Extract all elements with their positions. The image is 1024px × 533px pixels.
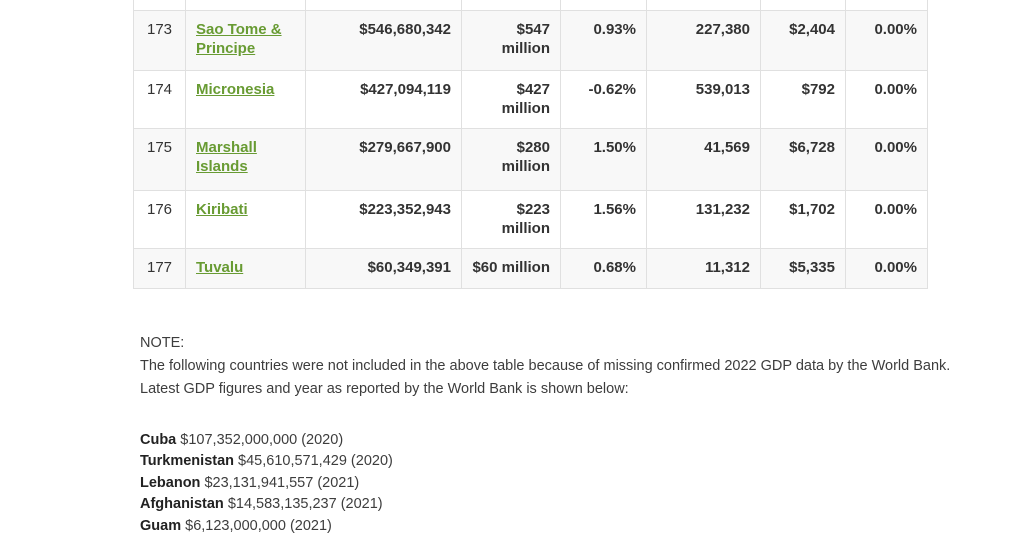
share-cell: 0.00% [845, 69, 928, 129]
gdp-abbrev-cell: $427 million [461, 69, 561, 129]
country-cell: Marshall Islands [185, 127, 306, 191]
missing-country-name: Guam [140, 517, 182, 533]
table-row: 177 Tuvalu $60,349,391 $60 million 0.68%… [133, 247, 928, 289]
table-row: 174 Micronesia $427,094,119 $427 million… [133, 69, 928, 129]
gdp-growth-cell: 0.93% [560, 9, 647, 71]
table-row-partial [133, 0, 928, 11]
list-item: Turkmenistan $45,610,571,429 (2020) [140, 451, 985, 472]
note-heading: NOTE: [140, 335, 185, 351]
gdp-per-capita-cell: $792 [760, 69, 846, 129]
gdp-abbrev-cell: $280 million [461, 127, 561, 191]
table-row: 176 Kiribati $223,352,943 $223 million 1… [133, 189, 928, 249]
population-cell: 41,569 [646, 127, 761, 191]
gdp-growth-cell: 1.56% [560, 189, 647, 249]
country-link[interactable]: Sao Tome & Principe [196, 20, 282, 57]
rank-cell: 177 [133, 247, 186, 289]
missing-countries-list: Cuba $107,352,000,000 (2020) Turkmenista… [140, 430, 985, 533]
gdp-growth-cell: 0.68% [560, 247, 647, 289]
missing-country-value: $14,583,135,237 (2021) [227, 496, 383, 513]
gdp-nominal-cell: $223,352,943 [305, 189, 462, 249]
missing-country-value: $107,352,000,000 (2020) [180, 432, 344, 448]
gdp-abbrev-cell: $60 million [461, 247, 561, 289]
gdp-abbrev-cell: $223 million [461, 189, 561, 249]
missing-country-name: Turkmenistan [140, 453, 235, 470]
missing-country-name: Afghanistan [140, 496, 224, 513]
table-row: 173 Sao Tome & Principe $546,680,342 $54… [133, 9, 928, 71]
rank-cell: 175 [133, 127, 186, 191]
note-text-line-2: Latest GDP figures and year as reported … [140, 381, 629, 397]
gdp-per-capita-cell: $5,335 [760, 247, 846, 289]
population-cell: 11,312 [646, 247, 761, 289]
gdp-per-capita-cell: $6,728 [760, 127, 846, 191]
gdp-growth-cell: 1.50% [560, 127, 647, 191]
gdp-per-capita-cell: $1,702 [760, 189, 846, 249]
missing-country-value: $45,610,571,429 (2020) [238, 453, 393, 470]
country-cell: Kiribati [185, 189, 306, 249]
list-item: Afghanistan $14,583,135,237 (2021) [140, 494, 985, 515]
gdp-nominal-cell: $546,680,342 [305, 9, 462, 71]
note-section: NOTE: The following countries were not i… [140, 332, 985, 533]
country-cell: Tuvalu [185, 247, 306, 289]
missing-country-name: Cuba [140, 432, 177, 448]
share-cell: 0.00% [845, 189, 928, 249]
country-link[interactable]: Marshall Islands [196, 138, 257, 175]
list-item: Guam $6,123,000,000 (2021) [140, 516, 985, 533]
missing-country-name: Lebanon [140, 474, 201, 491]
country-cell: Sao Tome & Principe [185, 9, 306, 71]
list-item: Cuba $107,352,000,000 (2020) [140, 430, 985, 451]
table-row: 175 Marshall Islands $279,667,900 $280 m… [133, 127, 928, 191]
country-link[interactable]: Kiribati [196, 200, 248, 218]
missing-country-value: $6,123,000,000 (2021) [185, 517, 332, 533]
country-cell: Micronesia [185, 69, 306, 129]
gdp-nominal-cell: $279,667,900 [305, 127, 462, 191]
note-text-line-1: The following countries were not include… [140, 358, 951, 374]
gdp-abbrev-cell: $547 million [461, 9, 561, 71]
population-cell: 539,013 [646, 69, 761, 129]
population-cell: 227,380 [646, 9, 761, 71]
gdp-growth-cell: -0.62% [560, 69, 647, 129]
share-cell: 0.00% [845, 9, 928, 71]
gdp-nominal-cell: $427,094,119 [305, 69, 462, 129]
share-cell: 0.00% [845, 247, 928, 289]
rank-cell: 173 [133, 9, 186, 71]
gdp-per-capita-cell: $2,404 [760, 9, 846, 71]
gdp-nominal-cell: $60,349,391 [305, 247, 462, 289]
country-link[interactable]: Micronesia [196, 80, 275, 98]
gdp-by-country-table: 173 Sao Tome & Principe $546,680,342 $54… [133, 0, 928, 289]
rank-cell: 176 [133, 189, 186, 249]
country-link[interactable]: Tuvalu [196, 258, 244, 276]
missing-country-value: $23,131,941,557 (2021) [204, 474, 360, 491]
share-cell: 0.00% [845, 127, 928, 191]
population-cell: 131,232 [646, 189, 761, 249]
list-item: Lebanon $23,131,941,557 (2021) [140, 473, 985, 494]
rank-cell: 174 [133, 69, 186, 129]
